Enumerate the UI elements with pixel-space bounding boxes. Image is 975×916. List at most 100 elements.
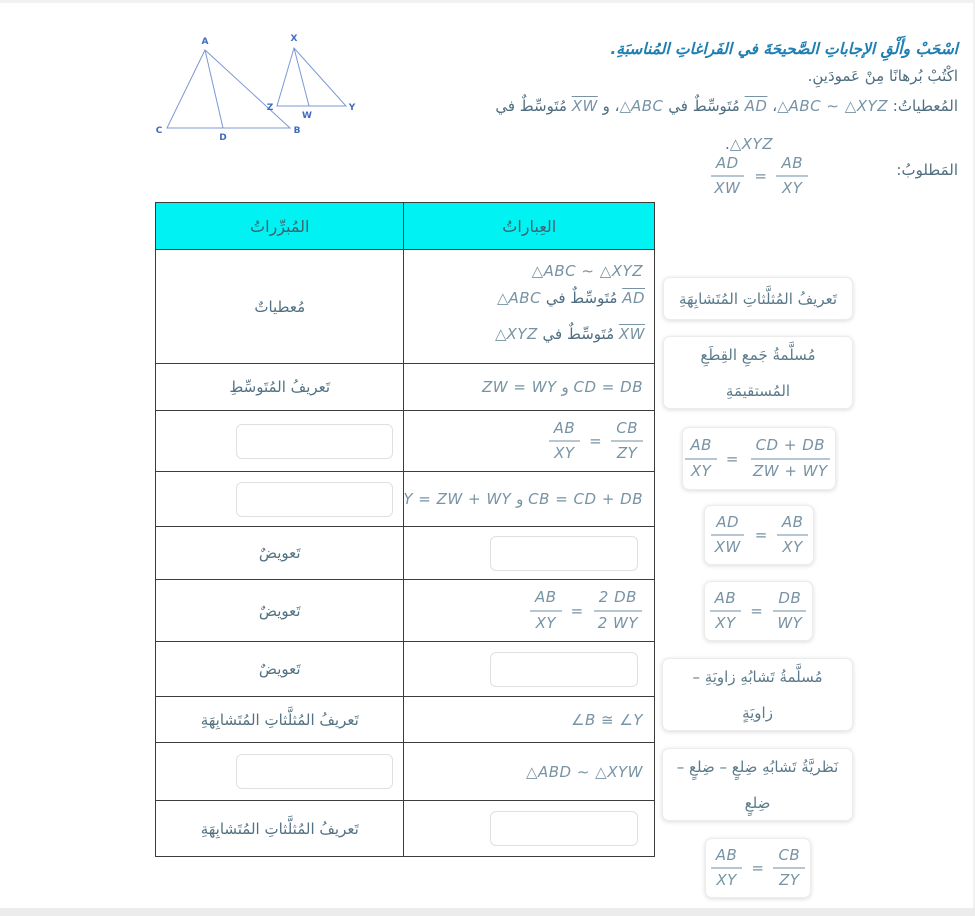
chip-equation: AB XY = DB WY	[709, 589, 808, 633]
table-row: تَعويضٌ AB XY = 2 DB 2 WY	[154, 579, 655, 642]
fraction: AB XY	[776, 154, 808, 198]
answer-chip-equation-cb-zy[interactable]: AB XY = CB ZY	[705, 838, 811, 898]
statement-cell: CD = DB و ZW = WY	[403, 363, 655, 411]
triangle-abc	[166, 49, 292, 129]
statement-drop-zone[interactable]	[490, 811, 638, 846]
fraction: AB XY	[709, 589, 742, 633]
triangle-abc-text: △ABC	[619, 97, 664, 115]
table-row: مُعطياتٌ △ABC ∼ △XYZ AD مُتَوسِّطٌ في △A…	[154, 249, 655, 364]
vertex-label-z: Z	[267, 103, 274, 113]
vertex-label-b: B	[294, 126, 301, 136]
reason-cell: تَعريفُ المُثلَّثاتِ المُتَشابِهَةِ	[154, 800, 405, 857]
reason-cell: تَعريفُ المُثلَّثاتِ المُتَشابِهَةِ	[154, 696, 405, 743]
answer-chip-equation-sum-ratio[interactable]: AB XY = CD + DB ZW + WY	[682, 427, 836, 490]
statement-cell: CB = CD + DB و ZY = ZW + WY	[403, 471, 655, 527]
fraction: AD XW	[709, 154, 745, 198]
reason-cell: تَعويضٌ	[154, 526, 405, 580]
vertex-label-y: Y	[348, 103, 356, 113]
page-right-edge	[973, 0, 975, 916]
vertex-label-x: X	[291, 34, 298, 44]
page-bottom-bar	[0, 908, 975, 916]
reason-drop-zone[interactable]	[236, 423, 394, 459]
statement-cell: AB XY = CB ZY	[403, 410, 655, 472]
answer-chip-sss-similarity-theorem[interactable]: نَظريَّةُ تَشابُهِ ضِلعٍ – ضِلعٍ – ضِلعٍ	[662, 748, 853, 821]
answer-chip-similar-triangles-def[interactable]: تَعريفُ المُثلَّثاتِ المُتَشابِهَةِ	[663, 277, 853, 320]
reason-cell	[154, 471, 405, 527]
median-xw	[293, 47, 310, 107]
given-label: المُعطياتُ:	[892, 97, 958, 115]
statement-cell	[403, 800, 655, 857]
period: .	[724, 135, 730, 153]
median-in-text: مُتَوسِّطٌ في	[668, 97, 740, 115]
statement-line: ∠B ≅ ∠Y	[571, 710, 643, 729]
statement-line: △ABD ∼ △XYW	[525, 762, 643, 781]
statement-cell: ∠B ≅ ∠Y	[403, 696, 655, 743]
statement-drop-zone[interactable]	[490, 651, 638, 687]
fraction: CD + DB ZW + WY	[748, 437, 833, 480]
fraction: AB XY	[530, 589, 562, 632]
table-row: △ABD ∼ △XYW	[154, 742, 655, 801]
table-row: تَعريفُ المُثلَّثاتِ المُتَشابِهَةِ	[154, 800, 655, 857]
statement-cell: △ABC ∼ △XYZ AD مُتَوسِّطٌ في △ABC XW مُت…	[403, 249, 655, 364]
statement-line: CD = DB و ZW = WY	[481, 378, 643, 396]
table-row: تَعريفُ المُثلَّثاتِ المُتَشابِهَةِ ∠B ≅…	[154, 696, 655, 743]
required-label: المَطلوبُ:	[896, 161, 958, 179]
fraction: AD XW	[710, 513, 746, 557]
equals-sign: =	[754, 167, 768, 186]
statement-line: AD مُتَوسِّطٌ في △ABC	[497, 288, 645, 307]
triangles-diagram: A C B D X Z Y W	[156, 34, 356, 143]
answer-chip-segment-addition-postulate[interactable]: مُسلَّمةُ جَمعِ القِطَعِ المُستقيمَةِ	[663, 336, 853, 409]
instruction-text: اكْتُبْ بُرهانًا مِنْ عَمودَينِ.	[807, 67, 958, 85]
answer-chip-aa-similarity-postulate[interactable]: مُسلَّمةُ تَشابُهِ زاويَةِ – زاويَةٍ	[662, 658, 853, 731]
equals-sign: =	[754, 526, 768, 544]
statement-cell	[403, 641, 655, 697]
statements-header: العِباراتُ	[403, 202, 655, 250]
comma: ،	[772, 97, 778, 115]
triangle-xyz	[276, 46, 348, 107]
chip-equation: AD XW = AB XY	[710, 513, 809, 557]
statement-line: XW مُتَوسِّطٌ في △XYZ	[495, 324, 645, 343]
reason-drop-zone[interactable]	[236, 754, 394, 789]
segment-xw: XW	[571, 97, 598, 115]
answer-chip-equation-db-wy[interactable]: AB XY = DB WY	[704, 581, 813, 641]
reason-drop-zone[interactable]	[236, 481, 394, 517]
reason-cell	[154, 410, 405, 472]
table-row: تَعويضٌ	[154, 526, 655, 580]
page-title: اسْحَبْ وأَلْقِ الإجاباتِ الصَّحيحَةَ في…	[610, 40, 958, 58]
table-row: تَعريفُ المُتَوسِّطِ CD = DB و ZW = WY	[154, 363, 655, 411]
vertex-label-d: D	[219, 133, 226, 143]
statement-equation: AB XY = CB ZY	[548, 419, 643, 463]
statement-equation: AB XY = 2 DB 2 WY	[530, 589, 643, 632]
vertex-label-a: A	[202, 37, 209, 47]
reason-cell: تَعريفُ المُتَوسِّطِ	[154, 363, 405, 411]
equals-sign: =	[589, 432, 603, 450]
page-top-edge	[0, 0, 975, 3]
equals-sign: =	[725, 449, 739, 468]
vertex-label-c: C	[156, 126, 163, 136]
vertex-label-w: W	[302, 111, 312, 121]
statement-line: △ABC ∼ △XYZ	[531, 261, 643, 280]
fraction: CB ZY	[773, 846, 806, 890]
proof-table: المُبرِّراتُ العِباراتُ مُعطياتٌ △ABC ∼ …	[154, 202, 655, 857]
statement-drop-zone[interactable]	[490, 535, 638, 571]
statement-cell: AB XY = 2 DB 2 WY	[403, 579, 655, 642]
table-row: CB = CD + DB و ZY = ZW + WY	[154, 471, 655, 527]
comma-and: ، و	[602, 97, 620, 115]
required-equation: AD XW = AB XY	[709, 154, 808, 198]
table-row: AB XY = CB ZY	[154, 410, 655, 472]
answer-chip-equation-ad-xw[interactable]: AD XW = AB XY	[704, 505, 814, 565]
reason-cell: تَعويضٌ	[154, 579, 405, 642]
median-ad	[204, 49, 224, 129]
given-statement-wrap: △XYZ.	[725, 135, 773, 153]
given-similarity: △ABC ∼ △XYZ	[777, 97, 888, 115]
segment-ad: AD	[744, 97, 768, 115]
reason-cell: تَعويضٌ	[154, 641, 405, 697]
given-statement: المُعطياتُ: △ABC ∼ △XYZ، AD مُتَوسِّطٌ ف…	[495, 97, 958, 115]
equals-sign: =	[750, 602, 764, 620]
table-row: تَعويضٌ	[154, 641, 655, 697]
chip-equation: AB XY = CD + DB ZW + WY	[685, 437, 832, 480]
fraction: AB XY	[685, 437, 717, 480]
fraction: AB XY	[710, 846, 743, 890]
chip-equation: AB XY = CB ZY	[710, 846, 806, 890]
